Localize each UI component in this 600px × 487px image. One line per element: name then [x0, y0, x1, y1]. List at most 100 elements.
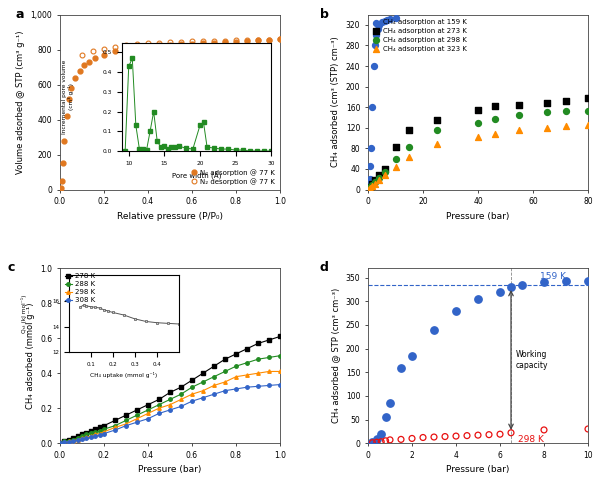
CH₄ adsorption at 273 K [374, 171, 384, 179]
288 K [199, 379, 206, 385]
Point [385, 436, 395, 444]
Line: 278 K: 278 K [58, 335, 282, 445]
N₂ adsorption @ 77 K [277, 37, 284, 42]
N₂ adsorption @ 77 K [265, 37, 272, 43]
N₂ adsorption @ 77 K [112, 48, 119, 54]
298 K [211, 382, 218, 388]
Text: c: c [7, 261, 14, 274]
308 K [122, 423, 130, 429]
Y-axis label: CH₄ adsorbed (mmol g⁻¹): CH₄ adsorbed (mmol g⁻¹) [26, 302, 35, 409]
CH₄ adsorption at 159 K [380, 17, 389, 25]
Point [418, 433, 428, 441]
298 K [199, 388, 206, 393]
N₂ adsorption @ 77 K [58, 185, 65, 191]
N₂ adsorption @ 77 K [244, 38, 251, 44]
Point [451, 307, 461, 315]
278 K [112, 417, 119, 423]
N₂ adsorption @ 77 K [59, 160, 67, 166]
278 K [100, 423, 107, 429]
CH₄ adsorption at 323 K [490, 130, 499, 138]
CH₄ adsorption at 298 K [404, 143, 414, 151]
N₂ adsorption @ 77 K [72, 75, 79, 80]
CH₄ adsorption at 298 K [432, 127, 442, 134]
278 K [221, 356, 229, 362]
308 K [277, 382, 284, 388]
Point [539, 279, 549, 286]
298 K [145, 411, 152, 416]
298 K [277, 369, 284, 375]
288 K [244, 360, 251, 366]
X-axis label: Relative pressure (P/P₀): Relative pressure (P/P₀) [117, 212, 223, 221]
278 K [122, 412, 130, 418]
N₂ adsorption @ 77 K [65, 95, 73, 101]
N₂ adsorption @ 77 K [100, 52, 107, 58]
Point [385, 399, 395, 407]
288 K [61, 438, 68, 444]
308 K [188, 398, 196, 404]
N₂ desorption @ 77 K [244, 37, 251, 43]
CH₄ adsorption at 273 K [561, 97, 571, 105]
N₂ adsorption @ 77 K [61, 138, 68, 144]
CH₄ adsorption at 323 K [374, 176, 384, 184]
288 K [178, 391, 185, 397]
Point [506, 283, 516, 291]
CH₄ adsorption at 159 K [371, 31, 381, 39]
298 K [87, 433, 94, 439]
308 K [92, 433, 99, 439]
N₂ adsorption @ 77 K [80, 62, 88, 68]
N₂ desorption @ 77 K [133, 41, 140, 47]
288 K [74, 435, 81, 441]
Point [440, 432, 450, 440]
288 K [145, 407, 152, 413]
N₂ adsorption @ 77 K [178, 41, 185, 47]
CH₄ adsorption at 298 K [583, 107, 593, 115]
N₂ adsorption @ 77 K [63, 113, 70, 119]
CH₄ adsorption at 323 K [370, 180, 380, 188]
N₂ desorption @ 77 K [89, 48, 97, 54]
298 K [244, 372, 251, 378]
278 K [92, 426, 99, 432]
N₂ desorption @ 77 K [145, 40, 152, 46]
Point [429, 433, 439, 441]
288 K [83, 431, 90, 437]
CH₄ adsorption at 273 K [391, 144, 400, 151]
CH₄ adsorption at 159 K [370, 41, 380, 49]
288 K [56, 440, 64, 446]
298 K [70, 438, 77, 444]
CH₄ adsorption at 323 K [542, 124, 551, 131]
308 K [211, 391, 218, 397]
X-axis label: Pressure (bar): Pressure (bar) [139, 466, 202, 474]
308 K [199, 395, 206, 401]
Point [376, 430, 386, 438]
CH₄ adsorption at 273 K [473, 106, 483, 113]
CH₄ adsorption at 273 K [380, 165, 389, 173]
Point [407, 434, 417, 442]
CH₄ adsorption at 273 K [364, 185, 374, 192]
278 K [155, 396, 163, 402]
Line: 298 K: 298 K [58, 370, 282, 445]
N₂ adsorption @ 77 K [188, 41, 196, 47]
288 K [166, 396, 173, 402]
CH₄ adsorption at 323 K [364, 185, 374, 193]
298 K [65, 438, 73, 444]
298 K [79, 435, 86, 441]
288 K [155, 402, 163, 408]
Point [396, 435, 406, 443]
Legend: N₂ adsorption @ 77 K, N₂ desorption @ 77 K: N₂ adsorption @ 77 K, N₂ desorption @ 77… [189, 168, 277, 186]
N₂ adsorption @ 77 K [59, 178, 66, 184]
CH₄ adsorption at 159 K [385, 15, 395, 22]
CH₄ adsorption at 298 K [367, 182, 377, 189]
308 K [244, 384, 251, 390]
Point [583, 425, 593, 433]
CH₄ adsorption at 298 K [490, 114, 499, 122]
298 K [254, 370, 262, 376]
298 K [178, 396, 185, 402]
N₂ adsorption @ 77 K [92, 56, 99, 61]
CH₄ adsorption at 298 K [514, 111, 524, 119]
N₂ desorption @ 77 K [265, 37, 272, 43]
308 K [87, 434, 94, 440]
Line: N₂ adsorption @ 77 K: N₂ adsorption @ 77 K [59, 37, 283, 190]
Y-axis label: Volume adsorbed @ STP (cm³ g⁻¹): Volume adsorbed @ STP (cm³ g⁻¹) [16, 30, 25, 174]
278 K [277, 334, 284, 339]
278 K [145, 402, 152, 408]
